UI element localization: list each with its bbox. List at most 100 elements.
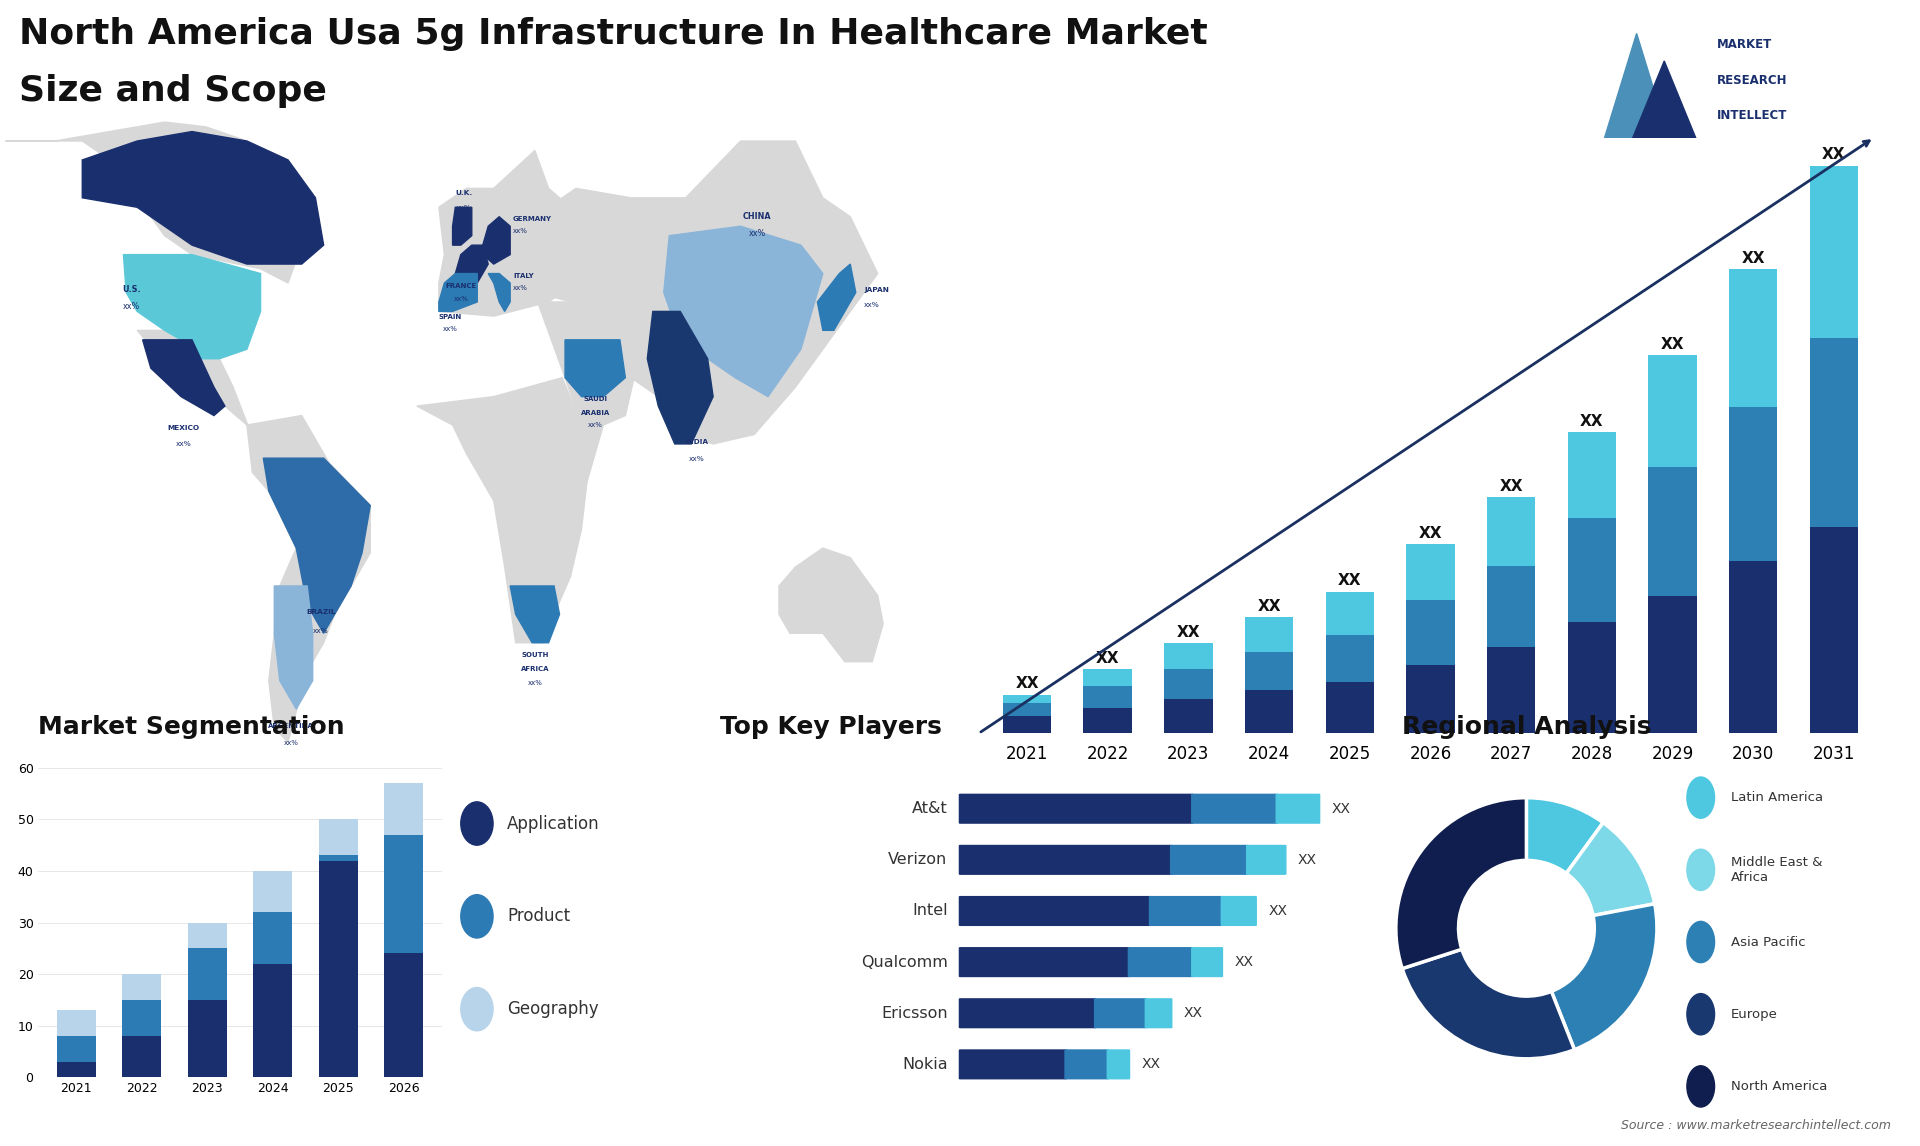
Bar [1244, 690, 1294, 733]
Text: xx%: xx% [689, 455, 705, 462]
Text: Source : www.marketresearchintellect.com: Source : www.marketresearchintellect.com [1620, 1120, 1891, 1132]
Bar [384, 834, 422, 953]
Text: Europe: Europe [1730, 1007, 1778, 1021]
Text: Geography: Geography [507, 1000, 599, 1018]
Text: xx%: xx% [453, 296, 468, 303]
Circle shape [1459, 861, 1594, 996]
Polygon shape [482, 217, 511, 264]
Text: xx%: xx% [513, 285, 528, 291]
Text: INTELLECT: INTELLECT [1716, 110, 1788, 123]
Text: At&t: At&t [912, 801, 948, 816]
Text: ITALY: ITALY [513, 273, 534, 280]
Bar [1567, 621, 1617, 733]
Bar [1325, 591, 1375, 635]
Text: CANADA: CANADA [180, 152, 219, 162]
Polygon shape [275, 586, 313, 709]
Bar [1002, 694, 1050, 704]
Circle shape [1688, 1066, 1715, 1107]
Bar [1405, 601, 1455, 665]
Text: FRANCE: FRANCE [445, 283, 476, 289]
Bar [1728, 562, 1778, 733]
Text: XX: XX [1332, 802, 1350, 816]
Bar [1244, 618, 1294, 652]
Text: Middle East &
Africa: Middle East & Africa [1730, 856, 1822, 884]
FancyBboxPatch shape [958, 947, 1131, 978]
FancyBboxPatch shape [1190, 794, 1279, 824]
Text: North America Usa 5g Infrastructure In Healthcare Market: North America Usa 5g Infrastructure In H… [19, 17, 1208, 52]
Text: SAUDI: SAUDI [584, 397, 607, 402]
Text: xx%: xx% [313, 628, 328, 634]
Text: xx%: xx% [192, 174, 209, 183]
Text: AFRICA: AFRICA [520, 666, 549, 673]
Text: XX: XX [1338, 573, 1361, 588]
Bar [253, 871, 292, 912]
FancyBboxPatch shape [958, 1050, 1068, 1080]
FancyBboxPatch shape [1246, 845, 1286, 874]
FancyBboxPatch shape [958, 794, 1194, 824]
Polygon shape [263, 458, 371, 634]
Text: XX: XX [1096, 651, 1119, 666]
Polygon shape [455, 245, 488, 283]
Bar [1244, 652, 1294, 690]
Text: Application: Application [507, 815, 599, 832]
Text: xx%: xx% [177, 441, 192, 447]
Bar [1486, 647, 1536, 733]
Circle shape [1688, 994, 1715, 1035]
Text: INDIA: INDIA [685, 439, 708, 445]
Wedge shape [1526, 798, 1603, 873]
Text: Verizon: Verizon [889, 853, 948, 868]
Bar [1325, 635, 1375, 682]
Text: XX: XX [1142, 1058, 1160, 1072]
Polygon shape [1603, 33, 1670, 143]
Bar [1567, 518, 1617, 621]
Bar [1164, 669, 1213, 699]
Text: XX: XX [1185, 1006, 1202, 1020]
Wedge shape [1396, 798, 1526, 968]
Polygon shape [248, 416, 371, 743]
Text: xx%: xx% [528, 681, 541, 686]
Polygon shape [511, 586, 559, 643]
Text: Ericsson: Ericsson [881, 1006, 948, 1021]
Bar [1325, 682, 1375, 733]
Text: xx%: xx% [749, 229, 766, 237]
Polygon shape [440, 274, 478, 312]
Text: XX: XX [1235, 955, 1254, 970]
FancyBboxPatch shape [1148, 896, 1223, 926]
Text: RESEARCH: RESEARCH [1716, 73, 1788, 87]
Text: xx%: xx% [864, 301, 879, 307]
Text: XX: XX [1269, 904, 1286, 918]
Text: U.S.: U.S. [123, 285, 140, 295]
Bar [58, 1011, 96, 1036]
Bar [1486, 497, 1536, 566]
Text: ARABIA: ARABIA [580, 409, 611, 416]
Circle shape [461, 895, 493, 937]
Text: SOUTH: SOUTH [520, 652, 549, 658]
Bar [319, 855, 357, 861]
Polygon shape [417, 378, 603, 643]
Text: CHINA: CHINA [743, 212, 772, 221]
Text: Intel: Intel [912, 903, 948, 918]
Circle shape [1688, 921, 1715, 963]
Text: Size and Scope: Size and Scope [19, 74, 326, 109]
Text: xx%: xx% [123, 303, 140, 311]
Text: xx%: xx% [455, 205, 472, 211]
Bar [319, 861, 357, 1077]
Bar [384, 784, 422, 834]
Circle shape [461, 988, 493, 1031]
Bar [384, 953, 422, 1077]
FancyBboxPatch shape [1275, 794, 1321, 824]
Bar [1083, 669, 1133, 686]
Wedge shape [1567, 823, 1655, 916]
Text: xx%: xx% [284, 739, 298, 746]
Bar [1811, 338, 1859, 527]
Bar [1728, 269, 1778, 407]
Bar [253, 964, 292, 1077]
Text: Nokia: Nokia [902, 1057, 948, 1072]
Circle shape [461, 802, 493, 846]
Text: XX: XX [1419, 526, 1442, 541]
Bar [188, 923, 227, 949]
Bar [253, 912, 292, 964]
Bar [1567, 432, 1617, 518]
Text: SPAIN: SPAIN [438, 314, 461, 320]
Text: Market Segmentation: Market Segmentation [38, 715, 346, 739]
